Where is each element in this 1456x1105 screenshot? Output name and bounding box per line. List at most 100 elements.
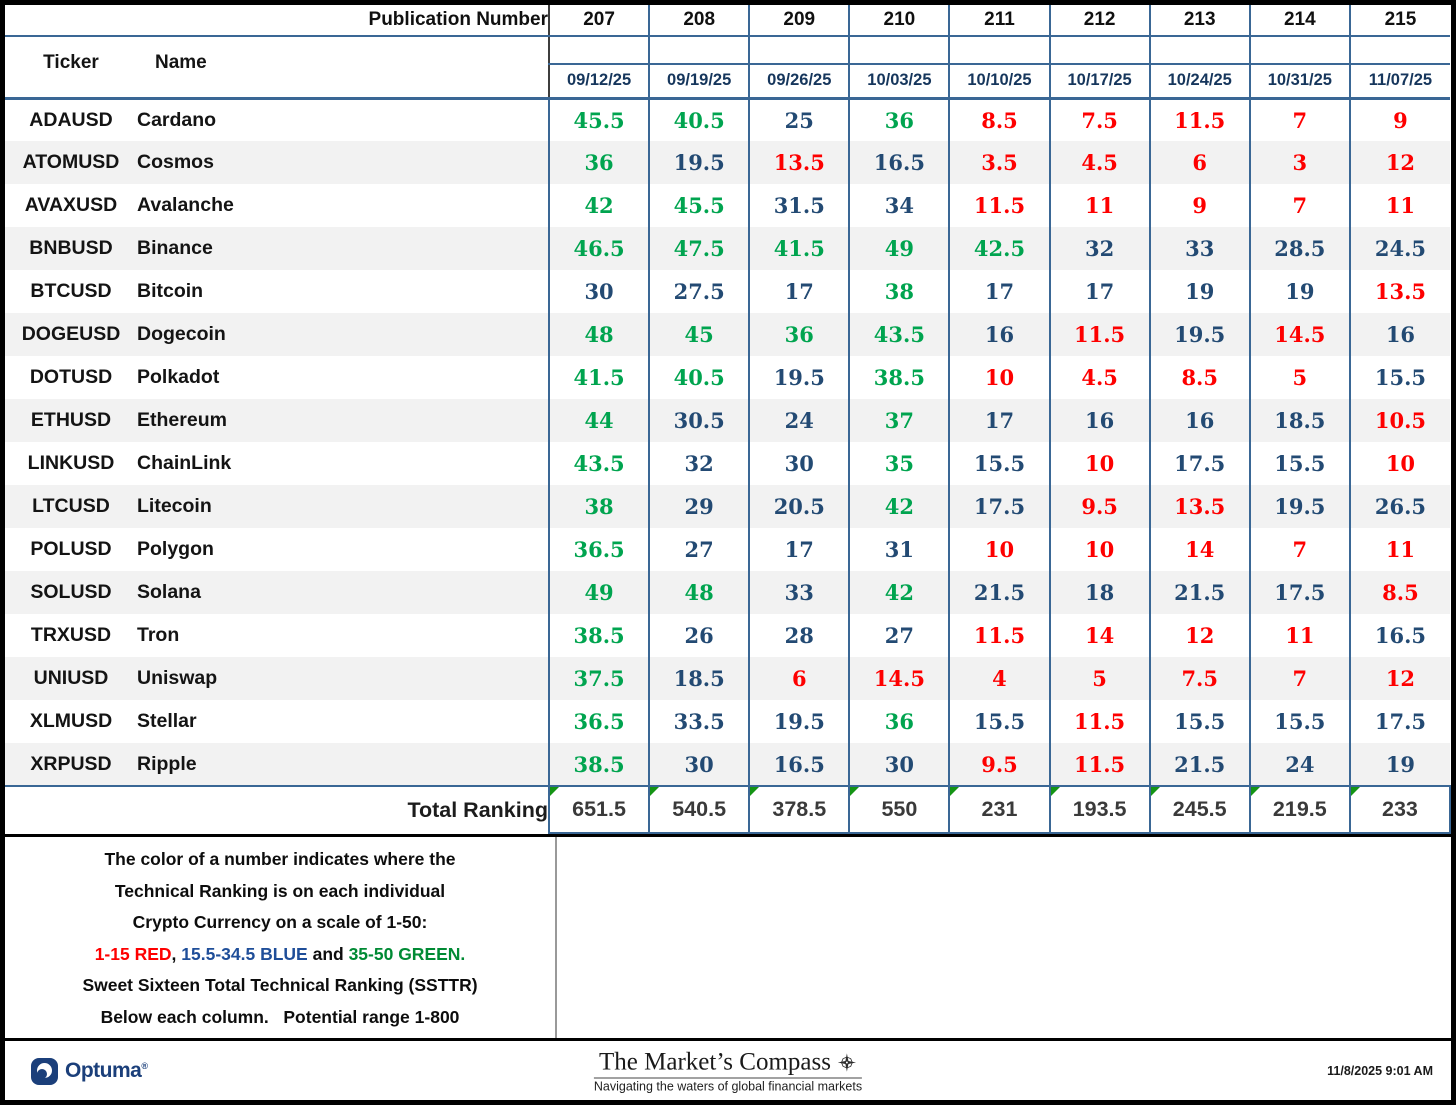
value-cell: 27 (648, 528, 750, 571)
date-cell: 10/24/25 (1148, 64, 1250, 100)
value-cell: 30 (848, 743, 950, 786)
name-cell: Litecoin (137, 485, 549, 528)
value-cell: 32 (648, 442, 750, 485)
table-row: XLMUSD Stellar 36.5 33.5 19.5 36 15.5 11.5 15.5 1… (5, 700, 1450, 743)
value-cell: 4.5 (1048, 356, 1150, 399)
value-cell: 16 (1148, 399, 1250, 442)
value-cell: 17.5 (948, 485, 1050, 528)
value-cell: 12 (1348, 657, 1450, 700)
value-cell: 13.5 (1348, 270, 1450, 313)
total-ranking-cell: 219.5 (1248, 785, 1351, 834)
value-cell: 7 (1248, 184, 1350, 227)
ticker-column-header: Ticker (43, 51, 99, 73)
spacer-cell (848, 36, 950, 65)
value-cell: 33 (1148, 227, 1250, 270)
value-cell: 7.5 (1048, 98, 1150, 141)
value-cell: 43.5 (848, 313, 950, 356)
value-cell: 29 (648, 485, 750, 528)
ticker-cell: POLUSD (30, 538, 112, 560)
value-cell: 19.5 (648, 141, 750, 184)
compass-rose-icon (837, 1053, 857, 1072)
ticker-cell: ATOMUSD (5, 141, 137, 184)
value-cell: 31.5 (748, 184, 850, 227)
value-cell: 40.5 (648, 98, 750, 141)
value-cell: 38 (848, 270, 950, 313)
value-cell: 24 (1248, 743, 1350, 786)
value-cell: 24 (748, 399, 850, 442)
table-row: ATOMUSD Cosmos 36 19.5 13.5 16.5 3.5 4.5 6 3 12 (5, 141, 1450, 184)
value-cell: 15.5 (948, 442, 1050, 485)
name-cell: Ripple (137, 743, 549, 786)
legend-color-segment: 35-50 GREEN. (348, 943, 466, 964)
ticker-cell: DOTUSD (29, 366, 113, 388)
value-cell: 7 (1248, 657, 1350, 700)
value-cell: 44 (547, 399, 650, 442)
table-row: ADAUSD Cardano 45.5 40.5 25 36 8.5 7.5 11.5 7 9 (5, 98, 1450, 141)
name-cell: Avalanche (137, 194, 234, 216)
value-cell: 13.5 (748, 141, 850, 184)
total-ranking-label: Total Ranking (5, 785, 549, 833)
table-row: DOTUSD Polkadot 41.5 40.5 19.5 38.5 10 4.5 8.5 5 1… (5, 356, 1450, 399)
table-row: AVAXUSD Avalanche 42 45.5 31.5 34 11.5 11 9 7 11 (5, 184, 1450, 227)
table-row: ETHUSD Ethereum 44 30.5 24 37 17 16 16 18.5 10.5 (5, 399, 1450, 442)
value-cell: 19.5 (748, 356, 850, 399)
value-cell: 9 (1348, 98, 1450, 141)
value-cell: 28.5 (1248, 227, 1350, 270)
ticker-cell: XLMUSD (29, 710, 113, 732)
date-cell: 11/07/25 (1348, 64, 1450, 100)
total-ranking-cell: 540.5 (648, 785, 751, 834)
optuma-icon (31, 1057, 58, 1085)
value-cell: 46.5 (547, 227, 650, 270)
value-cell: 34 (848, 184, 950, 227)
date-cell: 09/26/25 (748, 64, 850, 100)
value-cell: 5 (1248, 356, 1350, 399)
name-cell: Polygon (137, 538, 214, 560)
value-cell: 26.5 (1348, 485, 1450, 528)
spacer-cell (948, 36, 1050, 65)
value-cell: 14.5 (1248, 313, 1350, 356)
value-cell: 42 (547, 184, 650, 227)
value-cell: 10 (1348, 442, 1450, 485)
value-cell: 49 (848, 227, 950, 270)
ticker-cell: BNBUSD (5, 227, 137, 270)
value-cell: 11 (1348, 528, 1450, 571)
name-cell: Stellar (137, 710, 197, 732)
ticker-cell: LTCUSD (5, 485, 137, 528)
publication-number-cell: 209 (748, 5, 850, 37)
value-cell: 36 (547, 141, 650, 184)
value-cell: 9.5 (1048, 485, 1150, 528)
value-cell: 21.5 (948, 571, 1050, 614)
table-row: XRPUSD Ripple 38.5 30 16.5 30 9.5 11.5 21.5 24 19 (5, 743, 1450, 786)
value-cell: 37.5 (547, 657, 650, 700)
table-row: DOGEUSD Dogecoin 48 45 36 43.5 16 11.5 19.5 14.5 1… (5, 313, 1450, 356)
legend-line: Crypto Currency on a scale of 1-50: (132, 912, 428, 932)
value-cell: 11 (1348, 184, 1450, 227)
ticker-cell: AVAXUSD (24, 194, 118, 216)
value-cell: 17 (948, 399, 1050, 442)
total-ranking-cell: 245.5 (1148, 785, 1251, 834)
value-cell: 18.5 (1248, 399, 1350, 442)
date-cell: 10/03/25 (848, 64, 950, 100)
value-cell: 15.5 (1348, 356, 1450, 399)
value-cell: 17.5 (1148, 442, 1250, 485)
name-cell: Cardano (137, 108, 217, 131)
ticker-cell: ADAUSD (29, 108, 113, 131)
footer-bar: Optuma® The Market’s Compass Navigating … (5, 1038, 1451, 1100)
value-cell: 16.5 (1348, 614, 1450, 657)
table-row: LTCUSD Litecoin 38 29 20.5 42 17.5 9.5 13.5 19.5 2… (5, 485, 1450, 528)
value-cell: 13.5 (1148, 485, 1250, 528)
value-cell: 49 (547, 571, 650, 614)
name-cell: Binance (137, 227, 549, 270)
ticker-cell: TRXUSD (30, 624, 112, 646)
value-cell: 10 (1048, 528, 1150, 571)
name-cell: Solana (137, 571, 549, 614)
name-cell: Polkadot (137, 366, 220, 388)
value-cell: 36.5 (547, 528, 650, 571)
value-cell: 16 (1048, 399, 1150, 442)
value-cell: 25 (748, 98, 850, 141)
value-cell: 41.5 (547, 356, 650, 399)
value-cell: 14 (1048, 614, 1150, 657)
value-cell: 28 (748, 614, 850, 657)
date-cell: 09/19/25 (648, 64, 750, 100)
ticker-cell: SOLUSD (5, 571, 137, 614)
